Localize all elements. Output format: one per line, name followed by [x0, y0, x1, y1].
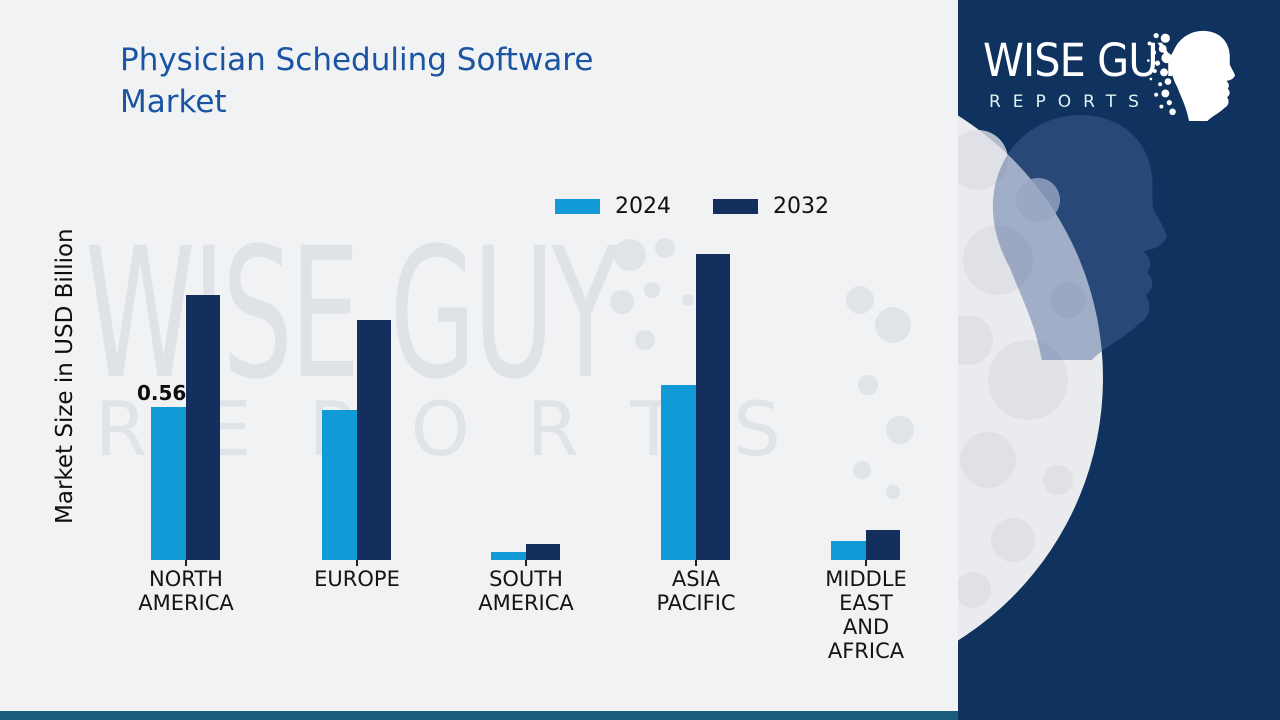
x-axis-tick	[356, 560, 358, 566]
data-label-north-america-2024: 0.56	[137, 381, 187, 406]
circle-blob	[958, 572, 991, 608]
watermark-wordmark: WISE GUY	[85, 210, 620, 419]
watermark-dot	[614, 239, 646, 271]
bar-north-america-2032	[186, 295, 220, 560]
watermark-dot	[635, 330, 655, 350]
circle-blob	[1043, 465, 1073, 495]
legend-label-2032: 2032	[773, 194, 829, 219]
bar-north-america-2024	[151, 407, 186, 560]
bar-europe-2024	[322, 410, 357, 560]
logo-face-icon	[1146, 30, 1235, 121]
legend-item-2032: 2032	[713, 194, 829, 219]
bar-asia-pacific-2032	[696, 254, 730, 560]
watermark-dot	[682, 294, 694, 306]
logo-subtitle: REPORTS	[989, 92, 1151, 112]
watermark-dot	[886, 485, 900, 499]
watermark-dot	[886, 416, 914, 444]
bar-south-america-2032	[526, 544, 560, 560]
circle-blob	[991, 518, 1035, 562]
circle-blob	[1050, 282, 1086, 318]
logo: WISE GUY REPORTS	[958, 0, 1280, 160]
bar-middle-east-and-africa-2032	[866, 530, 900, 560]
bar-south-america-2024	[491, 552, 526, 560]
category-label-middle-east-and-africa: MIDDLE EAST AND AFRICA	[825, 567, 907, 663]
watermark-dot	[655, 238, 675, 258]
circle-blob	[958, 130, 1008, 190]
x-axis-tick	[695, 560, 697, 566]
page-title: Physician Scheduling Software Market	[120, 42, 594, 120]
brand-panel: WISE GUY REPORTS	[958, 0, 1280, 720]
bar-chart: NORTH AMERICA EUROPE SOUTH AMERICA ASIA PACIFI…	[138, 254, 907, 663]
circle-blob	[1016, 178, 1060, 222]
legend-label-2024: 2024	[615, 194, 671, 219]
bar-europe-2032	[357, 320, 391, 560]
legend-item-2024: 2024	[555, 194, 671, 219]
bottom-accent-bar	[0, 711, 962, 720]
watermark-dot	[644, 282, 660, 298]
watermark-dot	[858, 375, 878, 395]
category-label-north-america: NORTH AMERICA	[138, 567, 234, 615]
watermark-dot	[875, 307, 911, 343]
category-label-south-america: SOUTH AMERICA	[478, 567, 574, 615]
logo-wordmark: WISE GUY	[983, 34, 1183, 87]
x-axis-tick	[865, 560, 867, 566]
watermark-dot	[846, 286, 874, 314]
category-label-asia-pacific: ASIA PACIFIC	[656, 567, 736, 615]
bar-asia-pacific-2024	[661, 385, 696, 560]
bar-middle-east-and-africa-2024	[831, 541, 866, 560]
chart-legend: 2024 2032	[555, 194, 829, 219]
y-axis-label: Market Size in USD Billion	[52, 228, 78, 524]
watermark-dot	[610, 290, 634, 314]
legend-swatch-2024	[555, 199, 600, 214]
circle-blob	[960, 432, 1016, 488]
x-axis-tick	[525, 560, 527, 566]
legend-swatch-2032	[713, 199, 758, 214]
circle-blob	[988, 340, 1068, 420]
head-silhouette-icon	[992, 114, 1167, 360]
x-axis-tick	[185, 560, 187, 566]
circle-blob	[963, 225, 1033, 295]
category-label-europe: EUROPE	[314, 567, 400, 591]
watermark-dot	[853, 461, 871, 479]
